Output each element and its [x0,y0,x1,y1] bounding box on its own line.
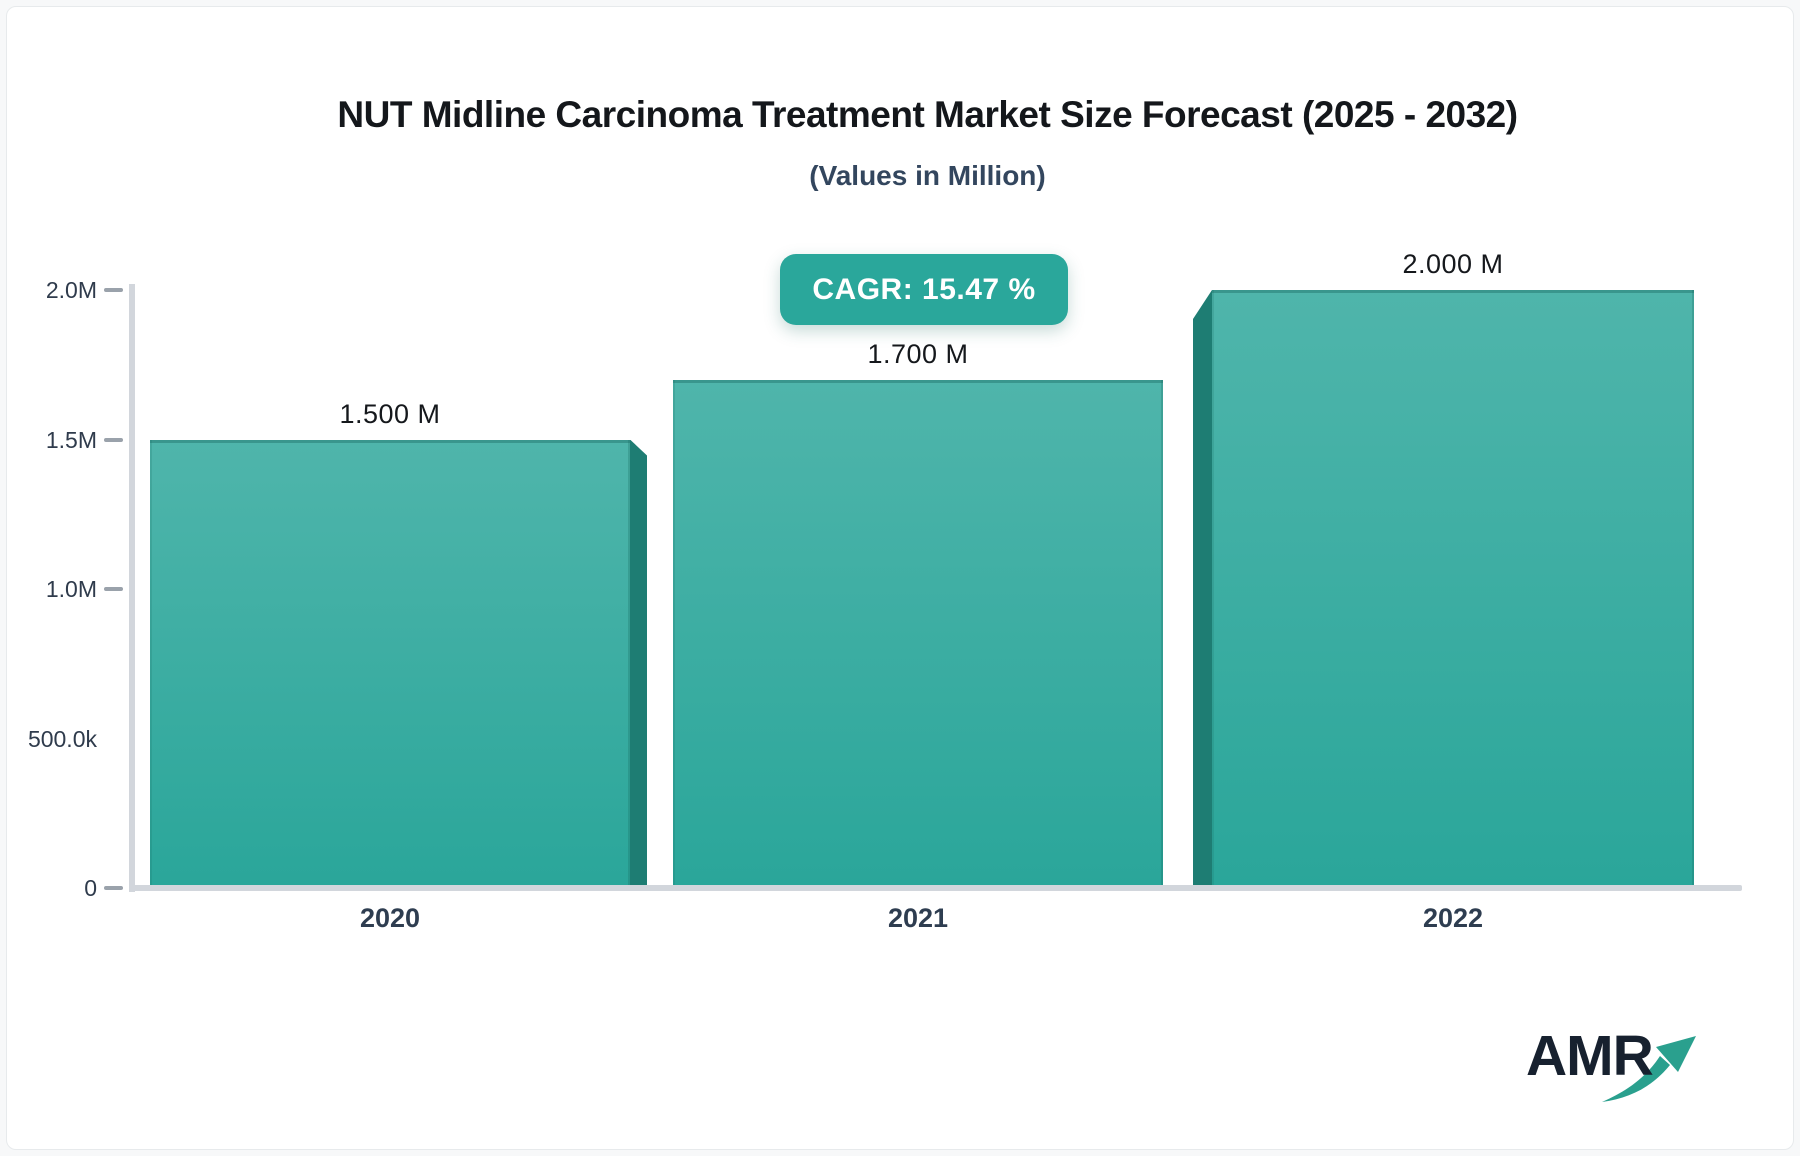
bar-2022 [1212,290,1694,888]
y-axis-tick-mark [104,587,123,591]
y-axis-tick-mark [104,437,123,442]
y-axis-tick-label: 0 [84,875,97,901]
y-axis-tick-label: 1.0M [45,576,97,602]
x-axis-category-label: 2022 [1422,903,1484,933]
x-axis-category-label: 2021 [887,903,949,933]
bar-side-face-2022 [1193,290,1212,888]
chart-subtitle: (Values in Million) [809,160,1046,191]
bar-value-label: 1.500 M [339,398,441,429]
brand-logo-text: AMR [1526,1024,1654,1088]
y-axis-line [129,284,135,892]
brand-logo: AMR [1510,1024,1720,1114]
bar-2021 [673,379,1163,888]
y-axis-tick-label: 1.5M [45,426,97,453]
cagr-badge-label: CAGR: 15.47 % [812,272,1036,306]
x-axis-baseline [129,885,1742,891]
cagr-badge: CAGR: 15.47 % [780,254,1068,325]
bar-side-face-2020 [630,439,647,888]
bar-value-label: 2.000 M [1402,249,1504,279]
bar-value-label: 1.700 M [867,338,969,369]
x-axis-category-label: 2020 [359,903,421,933]
y-axis-tick-mark [104,886,123,890]
y-axis-tick-mark [104,288,123,292]
bar-2020 [150,439,630,888]
y-axis-tick-label: 2.0M [45,277,97,303]
chart-title: NUT Midline Carcinoma Treatment Market S… [337,94,1518,135]
trend-up-arrow-icon [1602,1036,1696,1102]
y-axis-tick-label: 500.0k [27,725,97,752]
